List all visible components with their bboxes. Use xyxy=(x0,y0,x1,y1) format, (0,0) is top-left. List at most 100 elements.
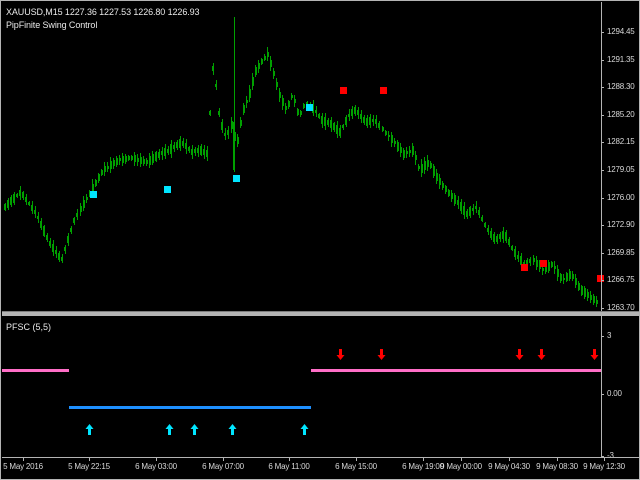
pfsc-down-arrow[interactable] xyxy=(537,349,546,360)
candle-body xyxy=(508,239,511,246)
candle-body xyxy=(580,286,583,296)
sell-signal-marker[interactable] xyxy=(521,264,528,271)
candle-body xyxy=(556,268,559,277)
price-axis-tick xyxy=(601,87,604,89)
candle-body xyxy=(523,261,526,266)
pfsc-down-arrow[interactable] xyxy=(590,349,599,360)
candle-body xyxy=(260,59,263,64)
pfsc-up-arrow[interactable] xyxy=(85,424,94,435)
sell-signal-marker[interactable] xyxy=(597,275,604,282)
candle-body xyxy=(58,252,61,260)
candle-body xyxy=(535,259,538,267)
candle-body xyxy=(272,70,275,76)
candle-body xyxy=(571,273,574,279)
indicator-axis-tick xyxy=(601,456,604,457)
candle-body xyxy=(423,161,426,170)
candle-body xyxy=(124,155,127,163)
price-axis-label: 1263.70 xyxy=(607,303,635,312)
candle-body xyxy=(37,215,40,220)
pfsc-line-segment xyxy=(311,368,601,372)
price-axis-tick xyxy=(601,197,604,199)
indicator-title-label: PipFinite Swing Control xyxy=(6,20,98,30)
price-chart-panel[interactable]: XAUUSD,M15 1227.36 1227.53 1226.80 1226.… xyxy=(1,2,639,311)
candle-body xyxy=(432,166,435,176)
price-axis-label: 1291.35 xyxy=(607,54,635,64)
candle-body xyxy=(19,189,22,196)
candle-body xyxy=(481,217,484,221)
candle-body xyxy=(466,211,469,217)
candle-body xyxy=(176,142,179,148)
pfsc-up-arrow[interactable] xyxy=(190,424,199,435)
candle-body xyxy=(284,106,287,111)
price-axis-tick xyxy=(601,114,604,116)
candle-body xyxy=(136,157,139,162)
candle-body xyxy=(269,60,272,68)
indicator-axis-label: 3 xyxy=(607,331,612,340)
candle-body xyxy=(393,140,396,145)
candle-body xyxy=(79,206,82,213)
candle-body xyxy=(43,226,46,236)
indicator-axis-label: -3 xyxy=(607,451,614,458)
panel-divider[interactable] xyxy=(2,311,639,316)
candle-body xyxy=(417,166,420,169)
candle-body xyxy=(248,88,251,98)
buy-signal-marker[interactable] xyxy=(90,191,97,198)
buy-signal-marker[interactable] xyxy=(306,104,313,111)
pfsc-down-arrow[interactable] xyxy=(336,349,345,360)
candle-body xyxy=(133,155,136,163)
price-axis-tick xyxy=(601,225,604,227)
candle-body xyxy=(142,158,145,164)
price-axis-label: 1294.45 xyxy=(607,27,635,36)
pfsc-down-arrow[interactable] xyxy=(515,349,524,360)
candle-body xyxy=(357,110,360,116)
time-axis-label: 5 May 2016 xyxy=(3,462,43,471)
candle-body xyxy=(589,295,592,300)
candle-body xyxy=(550,262,553,267)
candle-body xyxy=(499,234,502,240)
candle-body xyxy=(496,235,499,243)
pfsc-up-arrow[interactable] xyxy=(228,424,237,435)
candle-body xyxy=(161,151,164,156)
time-axis-label: 6 May 03:00 xyxy=(135,462,177,471)
candle-body xyxy=(118,158,121,162)
time-axis-label: 9 May 08:30 xyxy=(536,462,578,471)
candle-body xyxy=(457,200,459,206)
candle-body xyxy=(218,110,221,116)
candle-body xyxy=(435,172,438,181)
sell-signal-marker[interactable] xyxy=(340,87,347,94)
candle-body xyxy=(251,76,254,86)
buy-signal-marker[interactable] xyxy=(233,175,240,182)
sell-signal-marker[interactable] xyxy=(380,87,387,94)
price-axis-label: 1276.00 xyxy=(607,192,635,202)
pfsc-indicator-panel[interactable]: PFSC (5,5) 3 0.00 -3 xyxy=(1,316,639,457)
candle-body xyxy=(49,241,52,246)
indicator-axis-line xyxy=(601,316,602,457)
buy-signal-marker[interactable] xyxy=(164,186,171,193)
candle-body xyxy=(453,194,456,204)
candle-body xyxy=(278,92,281,99)
time-axis-tick xyxy=(289,458,290,461)
candle-body xyxy=(85,196,88,200)
candle-body xyxy=(158,151,161,158)
candle-body xyxy=(333,123,336,131)
candle-body xyxy=(583,288,586,298)
candle-body xyxy=(13,194,16,203)
sell-signal-marker[interactable] xyxy=(540,260,547,267)
spike-candle-wick xyxy=(234,17,235,172)
price-axis-tick xyxy=(601,59,604,61)
symbol-ohlc-label: XAUUSD,M15 1227.36 1227.53 1226.80 1226.… xyxy=(6,7,200,17)
pfsc-up-arrow[interactable] xyxy=(165,424,174,435)
time-axis-label: 6 May 19:00 xyxy=(402,462,444,471)
candle-body xyxy=(351,108,354,117)
candle-body xyxy=(408,149,411,154)
pfsc-down-arrow[interactable] xyxy=(377,349,386,360)
pfsc-up-arrow[interactable] xyxy=(300,424,309,435)
candle-body xyxy=(541,267,544,272)
candle-body xyxy=(173,144,176,150)
candle-body xyxy=(420,163,423,173)
candle-body xyxy=(73,217,76,224)
time-axis-tick xyxy=(461,458,462,461)
candle-body xyxy=(245,100,248,104)
candle-body xyxy=(375,118,378,125)
candle-body xyxy=(94,179,97,186)
